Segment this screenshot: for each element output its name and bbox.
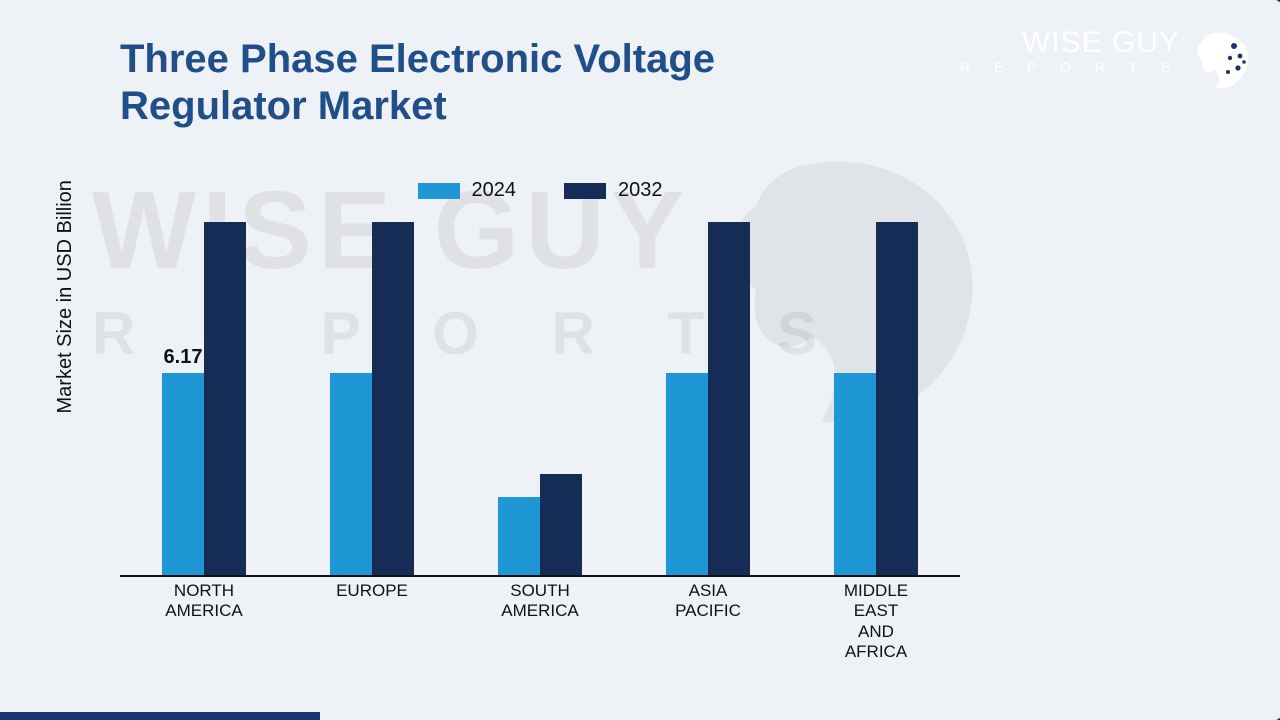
infographic-stage: WISE GUY R E P O R T S WISE GUY R E P O … — [0, 0, 1280, 720]
bar-2024 — [330, 373, 372, 575]
bar-group — [834, 222, 918, 575]
x-axis-label: NORTHAMERICA — [144, 581, 264, 663]
bar-group: 6.17 — [162, 222, 246, 575]
bar-group — [666, 222, 750, 575]
bar-2024 — [666, 373, 708, 575]
bar-2024 — [498, 497, 540, 575]
brand-logo: WISE GUY R E P O R T S — [960, 28, 1254, 92]
bar-2032 — [540, 474, 582, 575]
x-axis-label: SOUTHAMERICA — [480, 581, 600, 663]
bar-2032 — [204, 222, 246, 575]
bar-value-label: 6.17 — [164, 346, 203, 369]
brand-logo-sub: R E P O R T S — [960, 60, 1180, 74]
brand-logo-main: WISE GUY — [960, 28, 1180, 58]
bottom-accent-bar — [0, 712, 320, 720]
bar-group — [498, 474, 582, 575]
x-axis-label: EUROPE — [312, 581, 432, 663]
chart: Market Size in USD Billion 2024 2032 6.1… — [60, 165, 980, 685]
bar-groups: 6.17 — [120, 185, 960, 575]
bar-2032 — [708, 222, 750, 575]
x-axis-label: ASIAPACIFIC — [648, 581, 768, 663]
x-axis-label: MIDDLEEASTANDAFRICA — [816, 581, 936, 663]
bar-2032 — [876, 222, 918, 575]
x-axis-labels: NORTHAMERICA EUROPE SOUTHAMERICA ASIAPACIFI… — [120, 581, 960, 663]
chart-title: Three Phase Electronic Voltage Regulator… — [120, 36, 780, 130]
y-axis-label: Market Size in USD Billion — [54, 180, 77, 413]
bar-group — [330, 222, 414, 575]
plot-area: 2024 2032 6.17 — [120, 185, 960, 577]
bar-2032 — [372, 222, 414, 575]
bar-2024 — [834, 373, 876, 575]
brand-head-icon — [1190, 28, 1254, 92]
bar-2024 — [162, 373, 204, 575]
